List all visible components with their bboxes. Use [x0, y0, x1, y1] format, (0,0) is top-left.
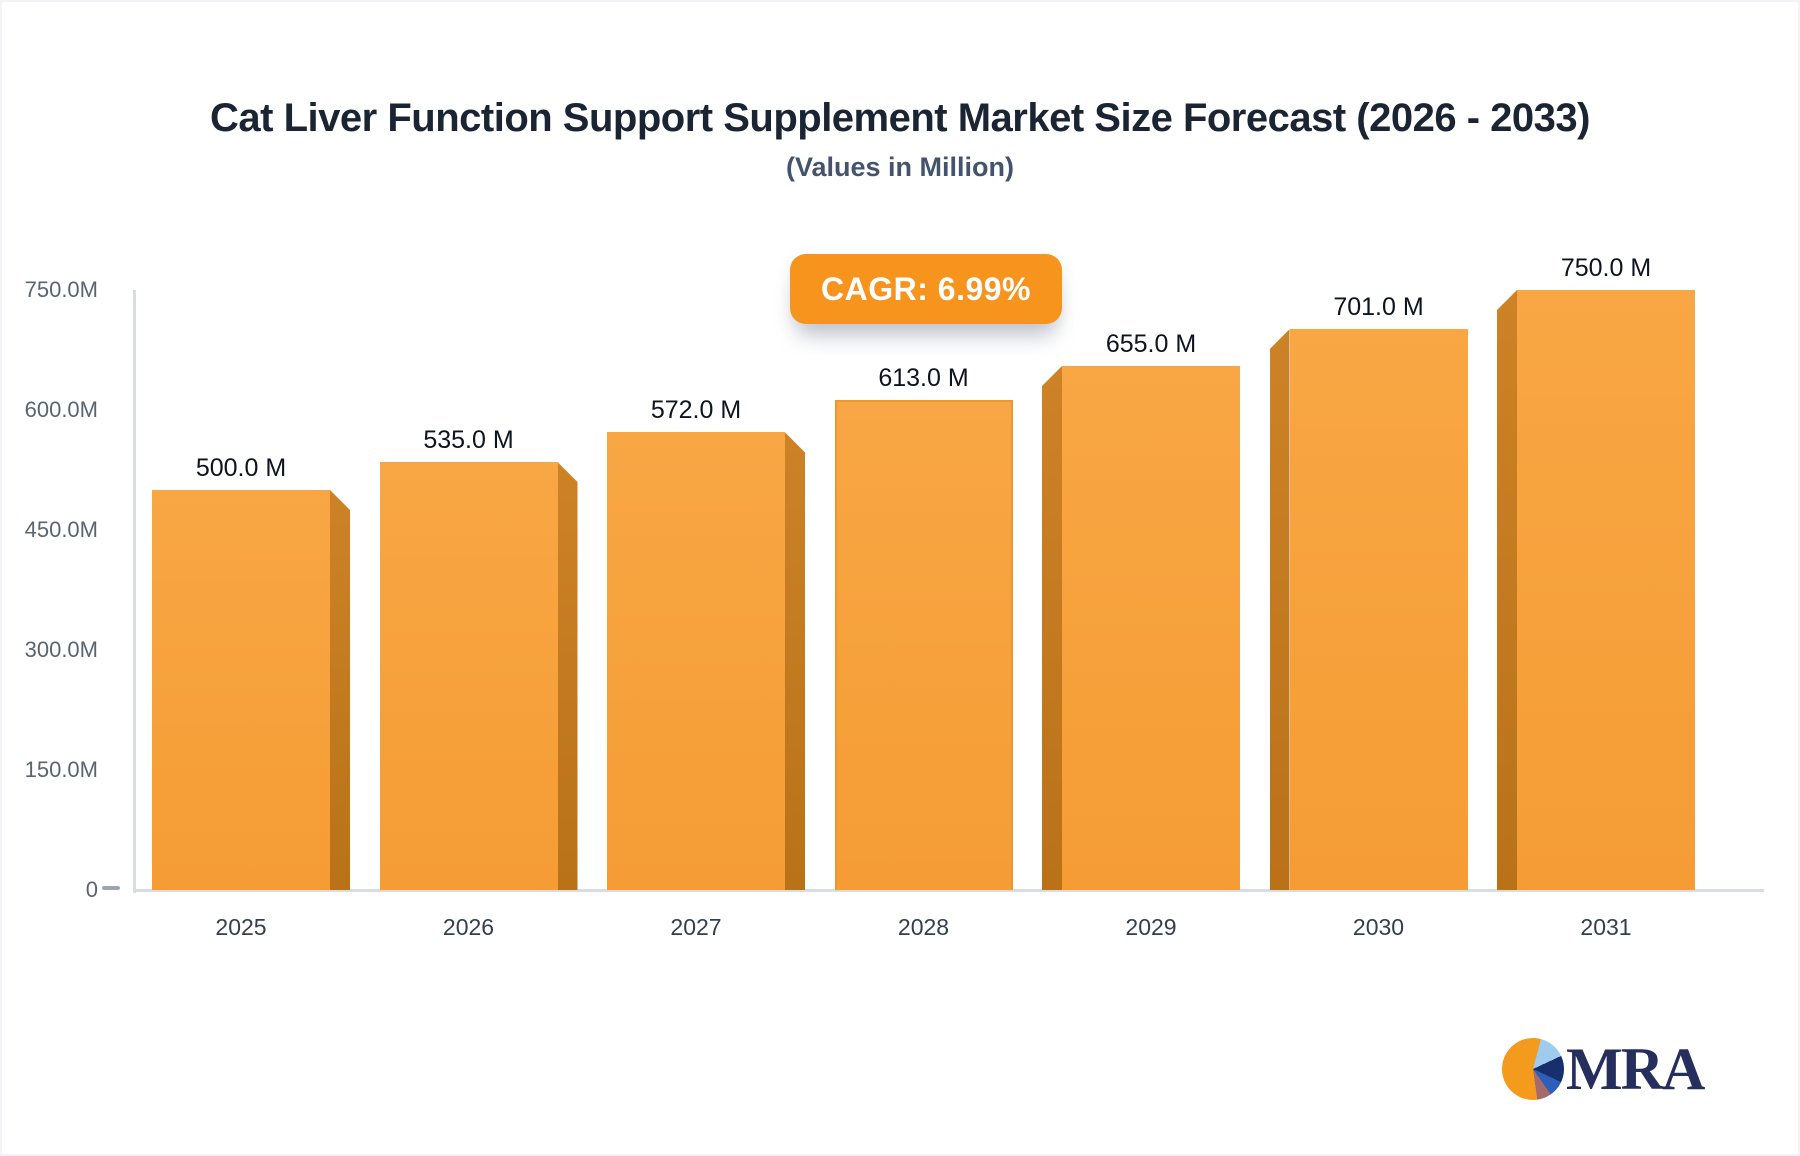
x-tick-label-2030: 2030 [1352, 914, 1405, 940]
y-axis-line [133, 290, 136, 893]
y-tick-label: 0 [85, 877, 98, 902]
pie-chart-logo-icon [1502, 1038, 1564, 1100]
y-tick-label: 300.0M [24, 637, 98, 662]
x-tick-label-2028: 2028 [897, 914, 950, 940]
y-tick-label: 750.0M [24, 277, 98, 302]
x-tick-label-2027: 2027 [670, 914, 722, 940]
bar-value-label-2026: 535.0 M [423, 426, 514, 454]
zero-tick-mark [102, 886, 120, 890]
x-tick-label-2026: 2026 [442, 914, 495, 940]
bar-value-label-2030: 701.0 M [1333, 293, 1424, 322]
bar-3d-side-2031 [1497, 290, 1517, 890]
bar-value-label-2025: 500.0 M [195, 454, 287, 482]
mra-logo-text: MRA [1566, 1036, 1705, 1102]
bar-2030 [1289, 329, 1468, 890]
bar-2029 [1062, 366, 1240, 890]
y-tick-label: 600.0M [24, 397, 98, 422]
bar-value-label-2029: 655.0 M [1105, 330, 1197, 358]
bar-3d-side-2029 [1042, 366, 1062, 890]
x-tick-label-2029: 2029 [1125, 914, 1177, 940]
bar-value-label-2031: 750.0 M [1560, 254, 1652, 282]
cagr-badge: CAGR: 6.99% [790, 254, 1062, 324]
chart-subtitle: (Values in Million) [785, 152, 1015, 182]
bar-value-label-2028: 613.0 M [878, 363, 969, 392]
chart-title: Cat Liver Function Support Supplement Ma… [210, 96, 1590, 140]
x-tick-label-2025: 2025 [215, 914, 267, 940]
bar-2025 [152, 490, 330, 890]
cagr-badge-text: CAGR: 6.99% [821, 270, 1031, 307]
y-tick-label: 150.0M [24, 757, 98, 782]
bar-2027 [607, 432, 785, 890]
mra-logo: MRA [1502, 1036, 1705, 1102]
bar-3d-side-2030 [1269, 329, 1290, 890]
x-tick-label-2031: 2031 [1580, 914, 1632, 940]
bar-2028 [834, 399, 1013, 890]
bar-3d-side-2027 [785, 432, 805, 890]
x-axis-line [133, 889, 1764, 892]
bar-2026 [379, 462, 558, 890]
bar-2031 [1517, 290, 1695, 890]
bar-3d-side-2025 [330, 490, 350, 890]
y-tick-label: 450.0M [24, 517, 98, 542]
bar-3d-side-2026 [557, 462, 578, 890]
bar-value-label-2027: 572.0 M [650, 396, 742, 425]
